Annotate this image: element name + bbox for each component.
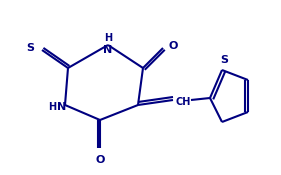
- Text: H: H: [104, 33, 112, 43]
- Text: O: O: [168, 41, 178, 51]
- Text: O: O: [95, 155, 105, 165]
- Text: S: S: [220, 55, 228, 65]
- Text: H: H: [48, 102, 56, 112]
- Text: N: N: [103, 45, 113, 55]
- Text: S: S: [26, 43, 34, 53]
- Text: N: N: [57, 102, 67, 112]
- Text: CH: CH: [175, 97, 191, 107]
